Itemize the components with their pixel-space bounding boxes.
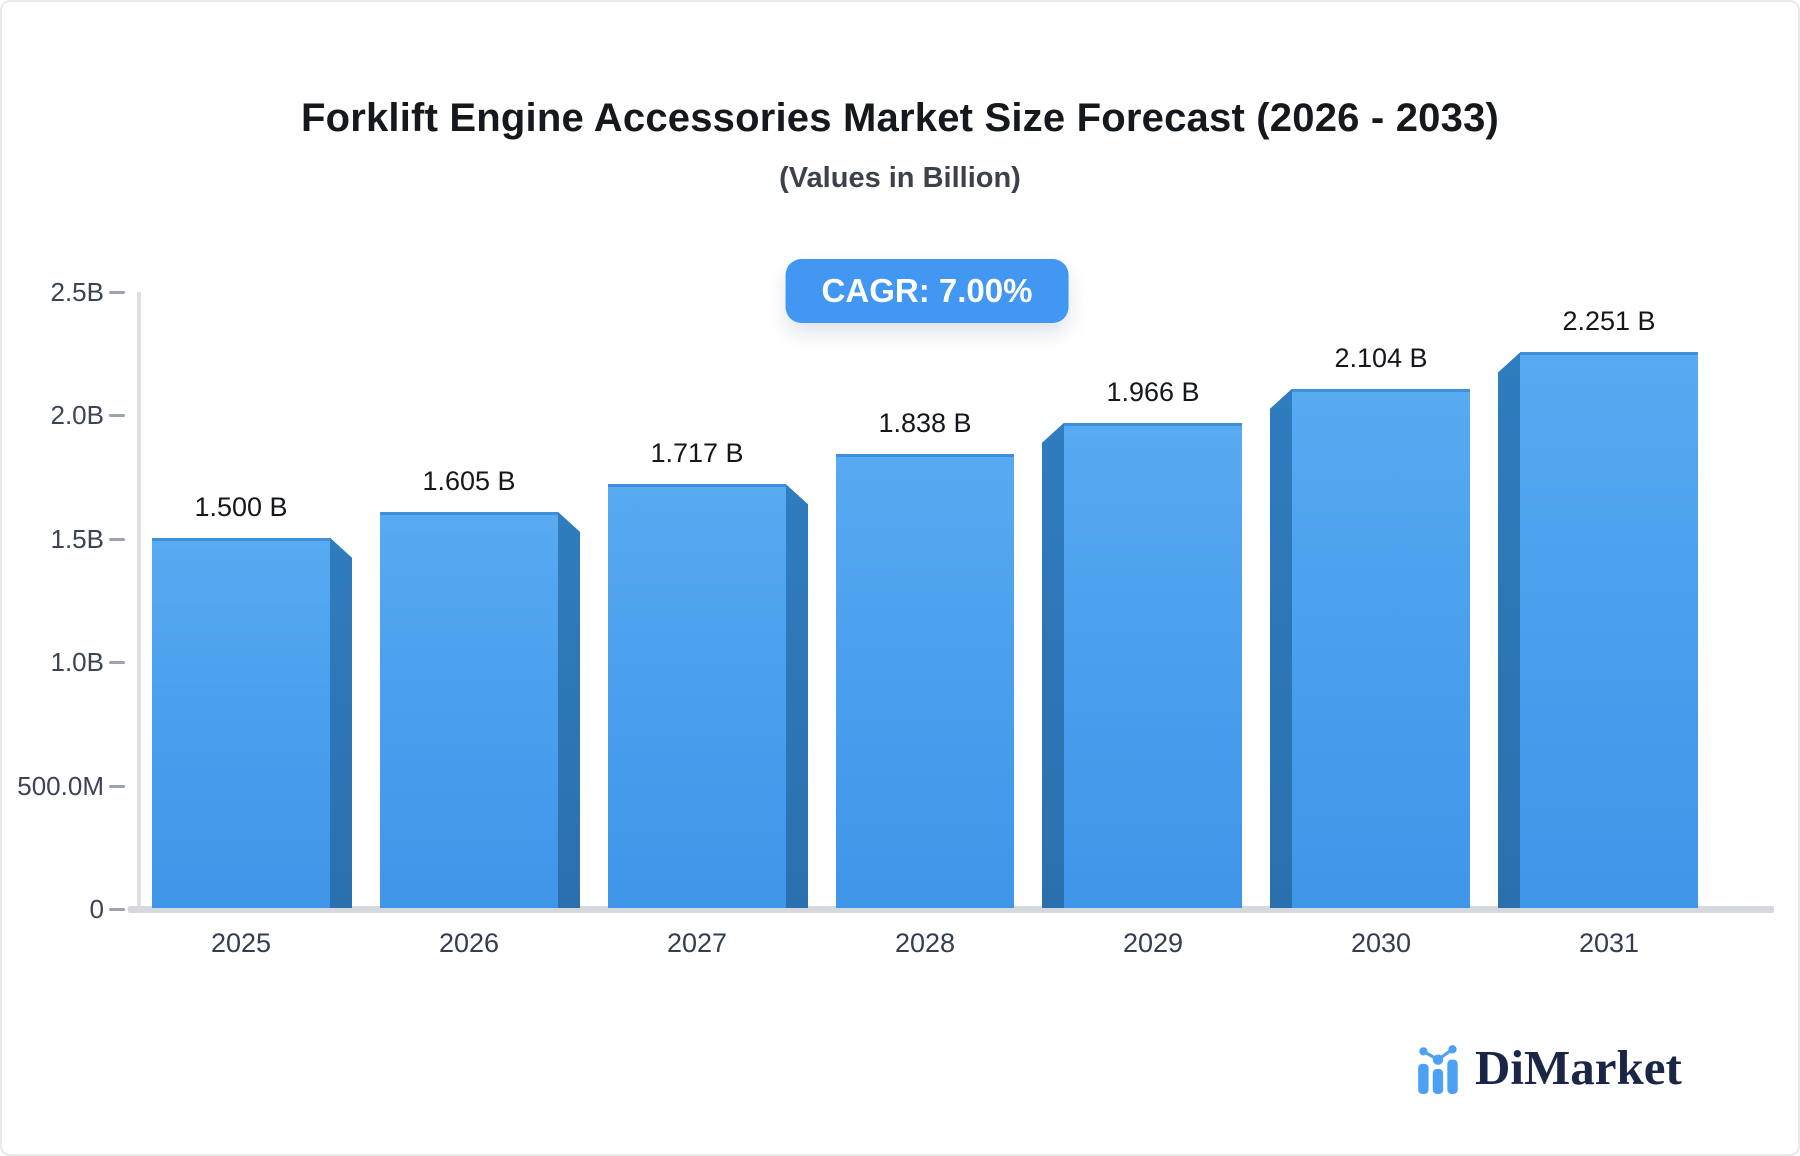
bar-value-label-2025: 1.500 B xyxy=(194,491,288,522)
bar-value-label-2031: 2.251 B xyxy=(1562,306,1656,337)
chart-subtitle: (Values in Billion) xyxy=(779,162,1021,194)
bar-2026 xyxy=(380,511,558,908)
y-tick-label-2.0B: 2.0B xyxy=(50,400,105,431)
bar-chart-logo-icon xyxy=(1418,1045,1458,1094)
y-tick-mark xyxy=(109,537,125,541)
bar-side-face-2030 xyxy=(1270,388,1292,908)
bar-side-face-2031 xyxy=(1498,352,1520,908)
y-tick-label-1.0B: 1.0B xyxy=(50,647,105,678)
x-tick-label-2029: 2029 xyxy=(1122,928,1184,958)
bar-2027 xyxy=(608,484,786,908)
bar-2031 xyxy=(1520,352,1698,908)
y-tick-mark xyxy=(109,784,125,788)
bar-side-face-2027 xyxy=(786,484,808,908)
y-tick-label-500.0M: 500.0M xyxy=(17,770,104,801)
bar-value-label-2028: 1.838 B xyxy=(878,408,972,439)
x-tick-label-2027: 2027 xyxy=(666,928,728,958)
bar-value-label-2027: 1.717 B xyxy=(650,438,744,469)
bar-value-label-2029: 1.966 B xyxy=(1106,376,1200,407)
y-tick-mark xyxy=(109,414,125,418)
cagr-badge: CAGR: 7.00% xyxy=(785,259,1069,323)
bar-value-label-2030: 2.104 B xyxy=(1334,342,1428,373)
x-tick-label-2030: 2030 xyxy=(1350,928,1412,958)
y-axis-line xyxy=(137,292,141,909)
y-tick-mark xyxy=(109,661,125,665)
x-tick-label-2025: 2025 xyxy=(210,928,272,958)
bar-side-face-2025 xyxy=(330,537,352,908)
brand-logo: DiMarket xyxy=(1418,1042,1682,1094)
brand-name: DiMarket xyxy=(1475,1040,1682,1095)
y-tick-label-1.5B: 1.5B xyxy=(50,523,105,554)
y-tick-mark xyxy=(109,291,125,294)
bar-2028 xyxy=(836,454,1014,908)
bar-2030 xyxy=(1292,388,1470,908)
y-tick-mark xyxy=(109,908,125,911)
x-tick-label-2026: 2026 xyxy=(438,928,500,958)
x-axis-baseline xyxy=(128,906,1774,913)
y-tick-label-0: 0 xyxy=(89,894,104,924)
bar-2025 xyxy=(152,537,330,908)
x-tick-label-2028: 2028 xyxy=(894,928,956,958)
bar-value-label-2026: 1.605 B xyxy=(422,465,516,496)
chart-title: Forklift Engine Accessories Market Size … xyxy=(300,96,1500,140)
bar-side-face-2029 xyxy=(1042,422,1064,908)
bar-side-face-2026 xyxy=(558,511,580,908)
y-tick-label-2.5B: 2.5B xyxy=(50,277,105,307)
x-tick-label-2031: 2031 xyxy=(1578,928,1640,958)
bar-2029 xyxy=(1064,422,1242,908)
